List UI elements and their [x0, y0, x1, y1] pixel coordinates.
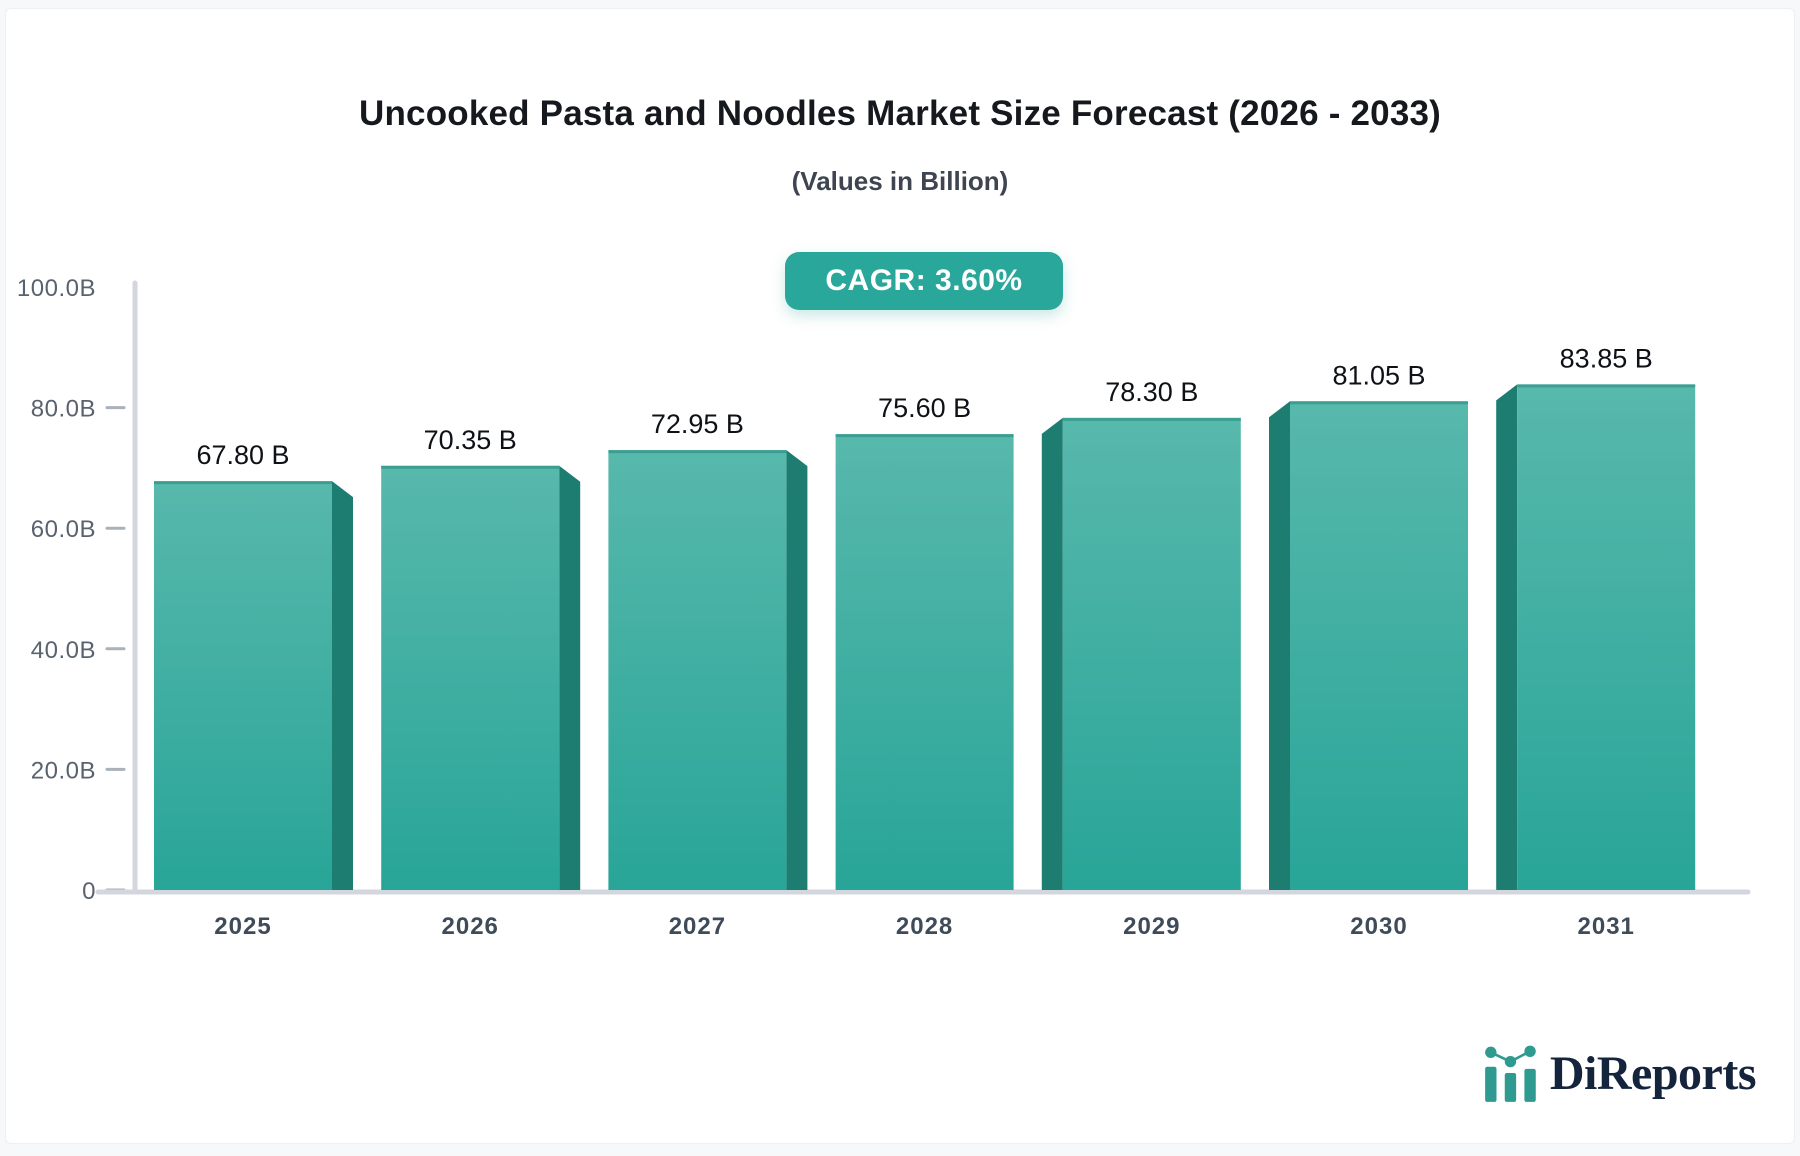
value-label-2026: 70.35 B [424, 425, 517, 455]
x-tick-label-2030: 2030 [1350, 913, 1407, 940]
bar-2029 [1062, 417, 1241, 890]
y-tick-label: 0 [82, 878, 96, 905]
y-tick-label: 20.0B [31, 757, 96, 784]
bar-side-2025 [332, 481, 353, 890]
y-tick-label: 40.0B [31, 637, 96, 664]
y-tick-label: 100.0B [17, 275, 96, 302]
value-label-2029: 78.30 B [1105, 377, 1198, 407]
bar-2028 [835, 434, 1014, 890]
bar-side-2027 [786, 450, 808, 890]
cagr-badge-label: CAGR: 3.60% [825, 264, 1023, 297]
x-tick-label-2026: 2026 [442, 913, 499, 940]
bar-side-2029 [1041, 417, 1063, 890]
value-label-2028: 75.60 B [878, 393, 971, 423]
logo-mini-bar-chart-icon [1484, 1045, 1536, 1102]
y-tick-label: 60.0B [31, 516, 96, 543]
bar-side-2030 [1269, 401, 1290, 890]
value-label-2025: 67.80 B [196, 440, 289, 470]
value-label-2031: 83.85 B [1560, 343, 1653, 373]
bar-side-2026 [559, 465, 581, 890]
cagr-badge: CAGR: 3.60% [785, 252, 1063, 310]
logo-text: DiReports [1549, 1046, 1757, 1100]
x-tick-label-2029: 2029 [1123, 913, 1180, 940]
bar-side-2031 [1496, 384, 1518, 890]
bar-2026 [381, 465, 560, 890]
value-label-2027: 72.95 B [651, 409, 744, 439]
x-tick-label-2027: 2027 [669, 913, 726, 940]
bar-2031 [1517, 384, 1696, 890]
x-tick-label-2025: 2025 [214, 913, 271, 940]
y-tick-label: 80.0B [31, 396, 96, 423]
bar-2027 [608, 450, 787, 890]
x-tick-label-2031: 2031 [1578, 913, 1635, 940]
bar-2025 [154, 481, 332, 890]
chart-title: Uncooked Pasta and Noodles Market Size F… [358, 94, 1442, 133]
x-tick-label-2028: 2028 [896, 913, 953, 940]
chart-subtitle: (Values in Billion) [791, 166, 1009, 196]
value-label-2030: 81.05 B [1332, 360, 1425, 390]
logo: DiReports [1483, 1042, 1757, 1104]
bar-2030 [1290, 401, 1468, 890]
